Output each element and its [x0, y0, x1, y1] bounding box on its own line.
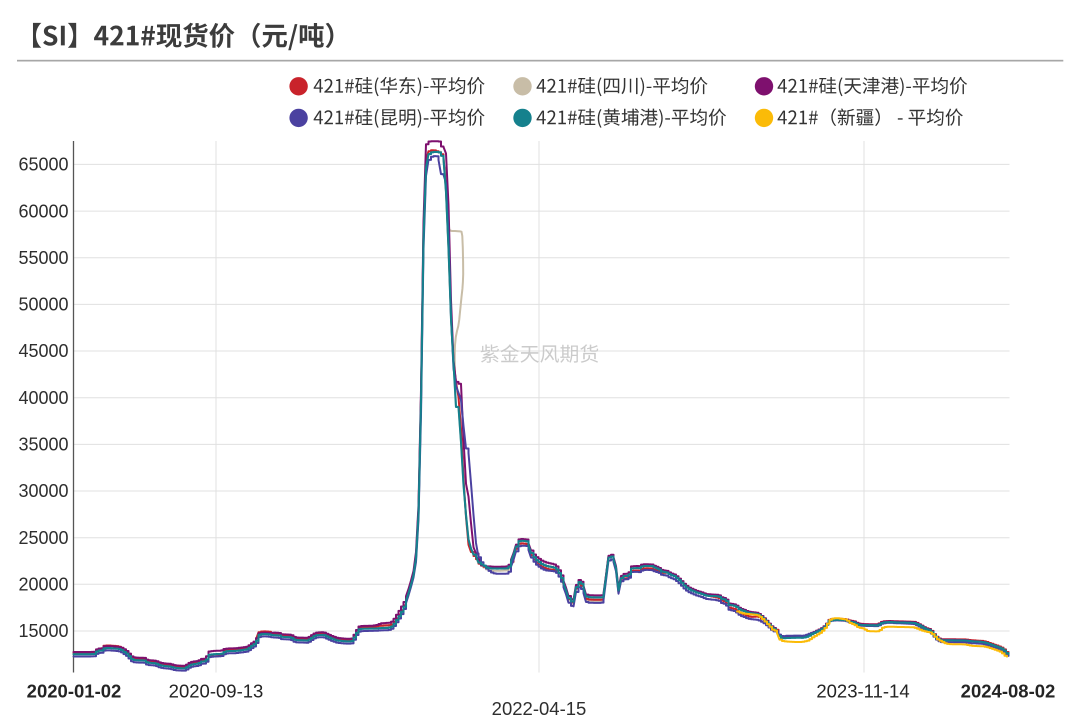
svg-text:35000: 35000	[18, 435, 68, 455]
svg-text:45000: 45000	[18, 341, 68, 361]
svg-text:2020-01-02: 2020-01-02	[27, 681, 122, 702]
svg-text:25000: 25000	[18, 528, 68, 548]
svg-text:55000: 55000	[18, 248, 68, 268]
svg-text:65000: 65000	[18, 155, 68, 175]
svg-text:30000: 30000	[18, 481, 68, 501]
svg-text:15000: 15000	[18, 621, 68, 641]
svg-text:2020-09-13: 2020-09-13	[169, 681, 264, 702]
svg-text:2023-11-14: 2023-11-14	[816, 681, 909, 702]
svg-text:50000: 50000	[18, 295, 68, 315]
svg-text:2024-08-02: 2024-08-02	[961, 681, 1056, 702]
svg-text:2022-04-15: 2022-04-15	[492, 698, 587, 719]
svg-text:20000: 20000	[18, 575, 68, 595]
svg-text:60000: 60000	[18, 201, 68, 221]
svg-text:40000: 40000	[18, 388, 68, 408]
